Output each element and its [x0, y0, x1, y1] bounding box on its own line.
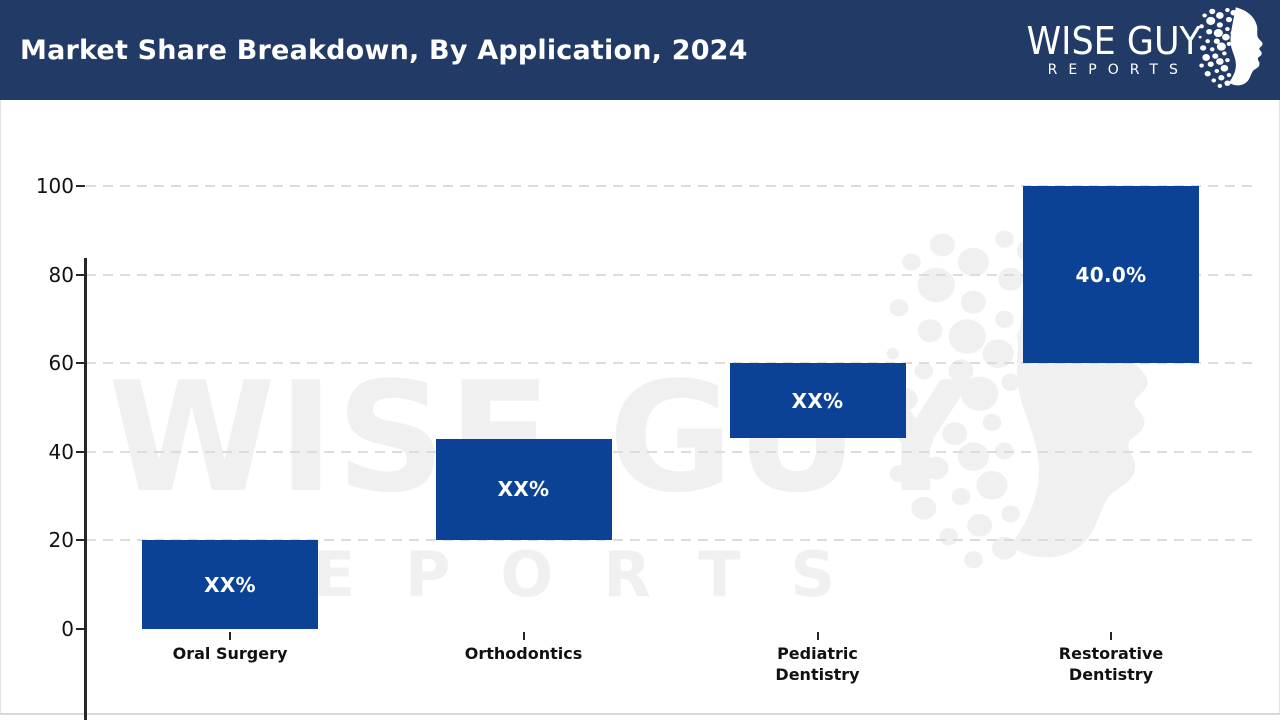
x-tick-restorative-dentistry [1110, 632, 1112, 640]
bar-oral-surgery: XX% [142, 540, 318, 629]
y-tick-80 [76, 273, 85, 276]
y-tick-label-100: 100 [35, 174, 74, 198]
x-tick-pediatric-dentistry [816, 632, 819, 640]
logo-wordmark: WISE GUY [1026, 19, 1201, 63]
bar-orthodontics: XX% [435, 438, 612, 541]
header-band: Market Share Breakdown, By Application, … [0, 0, 1280, 100]
y-tick-label-0: 0 [61, 617, 74, 641]
gridline-100 [86, 185, 1253, 187]
page-title: Market Share Breakdown, By Application, … [20, 34, 748, 66]
x-axis-label-restorative-dentistry: Restorative Dentistry [1058, 644, 1164, 684]
wiseguy-logo: WISE GUY REPORTS [1019, 6, 1270, 94]
x-tick-oral-surgery [229, 632, 231, 640]
bar-label-orthodontics: XX% [497, 477, 550, 502]
y-tick-label-20: 20 [48, 528, 74, 553]
x-axis-label-oral-surgery: Oral Surgery [172, 644, 288, 663]
canvas-left-border [0, 100, 1, 714]
logo-wordmark-block: WISE GUY REPORTS [1019, 21, 1208, 79]
bar-label-oral-surgery: XX% [204, 572, 256, 597]
y-tick-label-80: 80 [48, 262, 74, 287]
y-tick-label-60: 60 [48, 351, 74, 376]
gridline-40 [86, 450, 1253, 453]
gridline-80 [86, 273, 1253, 276]
watermark-subtext: REPORTS [215, 538, 886, 611]
bar-pediatric-dentistry: XX% [729, 363, 906, 439]
bar-label-pediatric-dentistry: XX% [791, 388, 844, 413]
y-tick-20 [76, 539, 85, 542]
bar-label-restorative-dentistry: 40.0% [1075, 262, 1147, 287]
logo-subtext: REPORTS [1047, 62, 1189, 78]
y-tick-60 [76, 362, 85, 365]
chart-plot-area: WISE GUY REPORTS 0 20 40 60 80 100 XX% O [0, 100, 1280, 720]
canvas-bottom-border [0, 713, 1280, 715]
x-axis-label-pediatric-dentistry: Pediatric Dentistry [775, 644, 860, 684]
x-tick-orthodontics [522, 632, 525, 640]
y-tick-40 [76, 450, 85, 453]
y-axis [84, 258, 87, 720]
gridline-60 [86, 362, 1253, 365]
bar-restorative-dentistry: 40.0% [1023, 186, 1199, 364]
gridline-20 [86, 539, 1253, 542]
y-tick-0 [76, 628, 85, 630]
wiseguy-face-icon [1198, 7, 1263, 88]
y-tick-100 [76, 185, 85, 187]
x-axis-label-orthodontics: Orthodontics [464, 644, 583, 663]
y-tick-label-40: 40 [48, 439, 74, 464]
